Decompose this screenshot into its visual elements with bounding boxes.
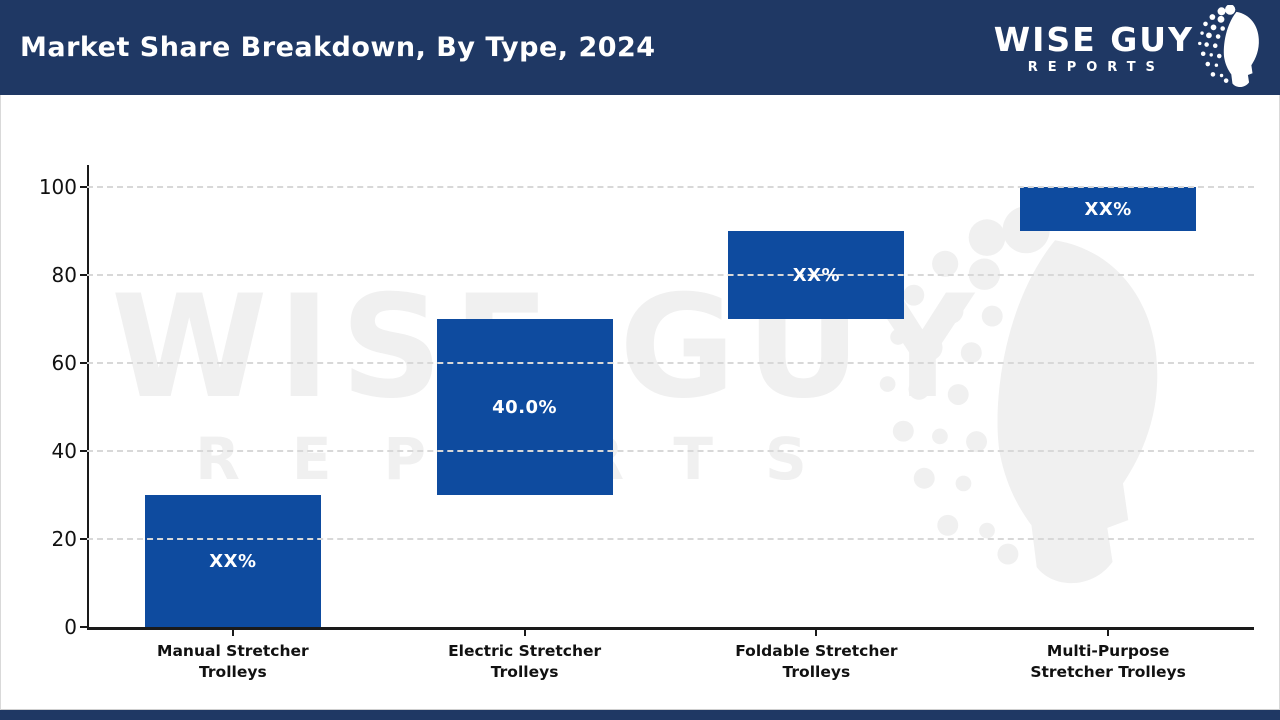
y-tick-mark — [80, 626, 87, 628]
gridline — [87, 362, 1254, 364]
gridline — [87, 538, 1254, 540]
y-tick-label: 60 — [51, 351, 77, 375]
x-category-label: Foldable Stretcher Trolleys — [735, 642, 898, 681]
bar-segment — [144, 495, 321, 627]
y-tick-label: 40 — [51, 439, 77, 463]
bar-value-label: XX% — [1084, 198, 1132, 220]
x-tick-mark — [231, 630, 234, 636]
bar-segment — [436, 319, 613, 495]
y-tick-mark — [80, 362, 87, 364]
x-tick-mark — [523, 630, 526, 636]
gridline — [87, 274, 1254, 276]
wise-guy-logo: WISE GUY REPORTS — [994, 4, 1268, 92]
y-tick-label: 80 — [51, 263, 77, 287]
header-bar: Market Share Breakdown, By Type, 2024 WI… — [0, 0, 1280, 95]
bar-value-label: 40.0% — [492, 396, 558, 418]
x-tick-mark — [815, 630, 818, 636]
logo-wordmark-sub: REPORTS — [1027, 59, 1165, 75]
y-tick-mark — [80, 274, 87, 276]
gridline — [87, 450, 1254, 452]
logo-wordmark: WISE GUY REPORTS — [993, 19, 1194, 75]
x-axis — [87, 627, 1254, 630]
page-title: Market Share Breakdown, By Type, 2024 — [20, 32, 656, 63]
bar-value-label: XX% — [792, 264, 841, 286]
footer-bar — [0, 710, 1280, 720]
y-tick-label: 0 — [64, 615, 77, 639]
logo-wordmark-main: WISE GUY — [993, 19, 1194, 59]
bar-value-label: XX% — [209, 550, 257, 572]
x-category-label: Multi-Purpose Stretcher Trolleys — [1030, 642, 1186, 681]
x-category-label: Electric Stretcher Trolleys — [448, 642, 602, 681]
y-tick-mark — [80, 538, 87, 540]
y-tick-label: 100 — [38, 175, 77, 199]
plot-area: 0 20 40 60 80 100 XX% Manual Stretcher Trolleys… — [1, 95, 1279, 709]
logo-face-icon — [1198, 5, 1259, 88]
x-category-label: Manual Stretcher Trolleys — [157, 642, 309, 681]
y-axis — [87, 165, 89, 630]
y-tick-mark — [80, 450, 87, 452]
y-tick-mark — [80, 186, 87, 188]
y-tick-label: 20 — [51, 527, 77, 551]
x-tick-mark — [1107, 630, 1110, 636]
gridline — [87, 186, 1254, 188]
